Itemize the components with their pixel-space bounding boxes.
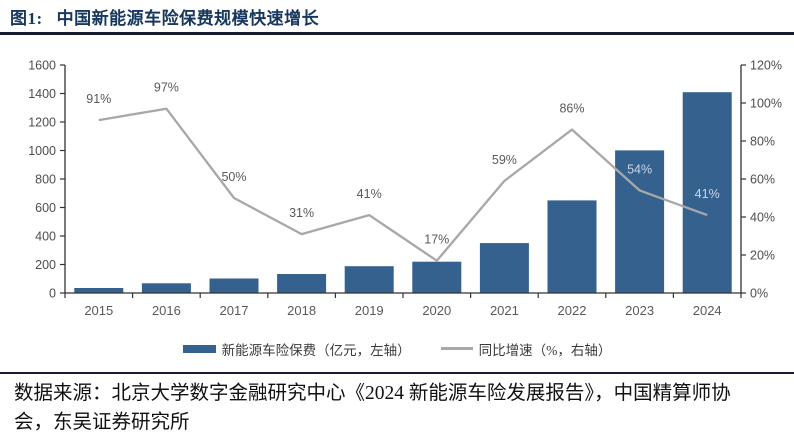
growth-data-label: 86% — [559, 101, 584, 115]
data-source: 数据来源：北京大学数字金融研究中心《2024 新能源车险发展报告》，中国精算师协… — [14, 383, 731, 432]
growth-data-label: 41% — [357, 187, 382, 201]
x-category-label: 2019 — [355, 303, 384, 318]
x-category-label: 2020 — [422, 303, 451, 318]
bar-2024 — [682, 91, 732, 293]
x-category-label: 2022 — [558, 303, 587, 318]
legend-label-premium: 新能源车险保费（亿元，左轴） — [221, 342, 411, 358]
growth-data-label: 59% — [492, 152, 517, 166]
right-tick-label: 120% — [750, 58, 782, 72]
bar-2018 — [277, 273, 327, 293]
right-tick-label: 0% — [750, 286, 768, 300]
bar-2016 — [141, 282, 191, 293]
growth-data-label: 41% — [695, 187, 720, 201]
figure-title: 中国新能源车险保费规模快速增长 — [56, 9, 320, 28]
growth-data-label: 91% — [86, 92, 111, 106]
bar-2019 — [344, 265, 394, 293]
x-category-label: 2021 — [490, 303, 519, 318]
left-tick-label: 400 — [35, 229, 56, 243]
growth-data-label: 97% — [154, 80, 179, 94]
left-tick-label: 1400 — [28, 87, 56, 101]
bar-swatch — [182, 344, 216, 353]
left-tick-label: 1600 — [28, 58, 56, 72]
left-tick-label: 800 — [35, 172, 56, 186]
left-tick-label: 1200 — [28, 115, 56, 129]
left-tick-label: 200 — [35, 258, 56, 272]
bar-2020 — [412, 261, 462, 293]
growth-data-label: 50% — [221, 170, 246, 184]
x-category-label: 2015 — [84, 303, 113, 318]
header-divider — [0, 32, 794, 35]
x-category-label: 2016 — [152, 303, 181, 318]
bar-2022 — [547, 199, 597, 293]
left-tick-label: 600 — [35, 201, 56, 215]
chart-legend: 新能源车险保费（亿元，左轴） 同比增速（%，右轴） — [0, 339, 794, 359]
footer-divider — [0, 371, 794, 374]
bar-2017 — [209, 278, 259, 293]
left-tick-label: 1000 — [28, 144, 56, 158]
growth-data-label: 31% — [289, 206, 314, 220]
legend-item-premium: 新能源车险保费（亿元，左轴） — [182, 339, 411, 359]
right-tick-label: 60% — [750, 172, 775, 186]
figure-header: 图1: 中国新能源车险保费规模快速增长 — [0, 0, 794, 29]
right-tick-label: 40% — [750, 210, 775, 224]
growth-data-label: 17% — [424, 232, 449, 246]
figure-label: 图1: — [10, 9, 43, 28]
x-category-label: 2023 — [625, 303, 654, 318]
x-category-label: 2017 — [220, 303, 249, 318]
bar-2021 — [479, 242, 529, 293]
right-tick-label: 80% — [750, 134, 775, 148]
chart-canvas: 0 200 400 600 800 1000 1200 1400 1600 0% 20% 40% 60%… — [28, 58, 782, 318]
right-tick-label: 20% — [750, 248, 775, 262]
line-swatch — [440, 347, 473, 350]
growth-data-label: 54% — [627, 162, 652, 176]
legend-item-growth: 同比增速（%，右轴） — [440, 339, 612, 359]
growth-line — [98, 107, 708, 262]
bar-2015 — [74, 287, 124, 293]
left-tick-label: 0 — [49, 286, 56, 300]
x-category-label: 2018 — [287, 303, 316, 318]
right-tick-label: 100% — [750, 96, 782, 110]
x-category-label: 2024 — [693, 303, 722, 318]
legend-label-growth: 同比增速（%，右轴） — [478, 342, 612, 358]
